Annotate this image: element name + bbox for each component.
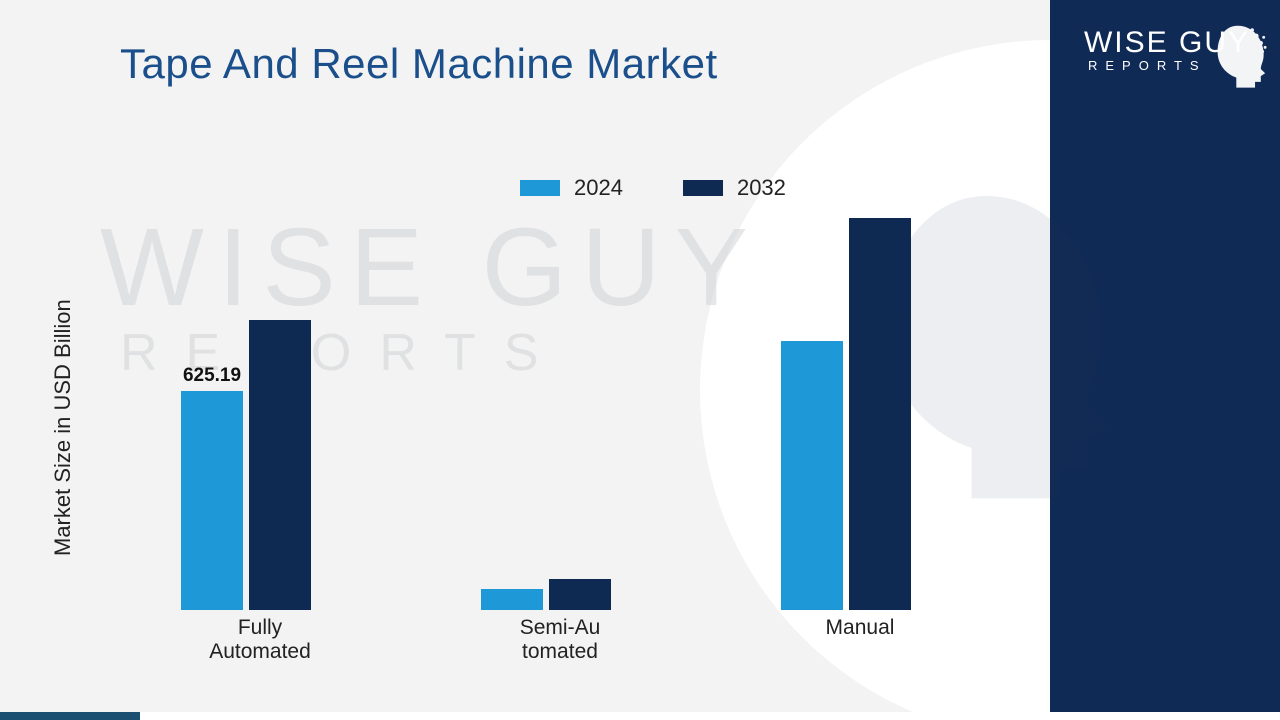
bar-group: 625.19 <box>181 190 361 610</box>
x-axis-baseline <box>140 610 1020 611</box>
category-label: Semi-Automated <box>470 616 650 664</box>
bar <box>481 589 543 610</box>
category-label: Manual <box>770 616 950 640</box>
bar <box>181 391 243 610</box>
chart-title: Tape And Reel Machine Market <box>120 40 718 88</box>
bar-group <box>781 190 961 610</box>
brand-line1: WISE GUY <box>1084 26 1250 60</box>
bar-value-label: 625.19 <box>161 365 263 387</box>
brand-logo: WISE GUY REPORTS <box>1084 26 1250 73</box>
bar <box>781 341 843 611</box>
bar-group <box>481 190 661 610</box>
bar <box>249 320 311 611</box>
category-label: FullyAutomated <box>170 616 350 664</box>
bottom-accent-bar <box>0 712 140 720</box>
y-axis-label: Market Size in USD Billion <box>50 300 76 557</box>
bar <box>549 579 611 611</box>
bar <box>849 218 911 610</box>
chart-area: Market Size in USD Billion 625.19 FullyA… <box>60 170 1060 690</box>
plot-area: 625.19 <box>140 190 1020 610</box>
brand-line2: REPORTS <box>1084 58 1250 73</box>
